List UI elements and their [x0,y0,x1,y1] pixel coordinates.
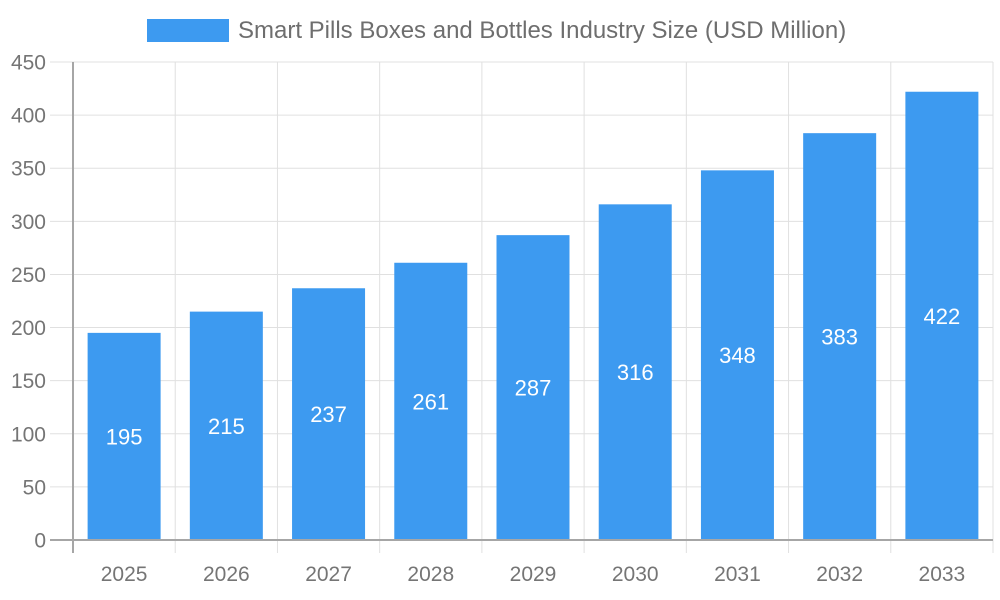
x-tick-label: 2031 [714,563,761,586]
y-tick-label: 100 [11,423,46,446]
bar-value-label: 195 [106,424,143,449]
x-tick-label: 2025 [101,563,148,586]
bar[interactable] [496,235,570,541]
y-tick-label: 350 [11,158,46,181]
bar-value-label: 383 [821,325,858,350]
y-tick-label: 400 [11,105,46,128]
x-tick-label: 2027 [305,563,352,586]
y-tick-label: 300 [11,211,46,234]
bar[interactable] [292,288,366,540]
bar[interactable] [803,133,877,540]
x-tick-label: 2026 [203,563,250,586]
y-tick-label: 50 [23,476,46,499]
y-tick-label: 250 [11,264,46,287]
x-tick-label: 2029 [510,563,557,586]
x-tick-label: 2033 [919,563,966,586]
bar[interactable] [905,91,979,541]
chart-title: Smart Pills Boxes and Bottles Industry S… [238,17,847,44]
bar[interactable] [394,262,468,540]
legend-swatch [147,19,229,42]
x-tick-label: 2032 [816,563,863,586]
y-tick-label: 450 [11,52,46,75]
bar-value-label: 287 [515,376,552,401]
bar-value-label: 422 [924,304,961,329]
y-tick-label: 200 [11,317,46,340]
bar-value-label: 348 [719,343,756,368]
y-tick-label: 150 [11,370,46,393]
bar-value-label: 261 [412,389,449,414]
bar-value-label: 316 [617,360,654,385]
y-tick-label: 0 [34,530,46,553]
x-tick-label: 2030 [612,563,659,586]
bar-value-label: 215 [208,414,245,439]
bar[interactable] [700,170,774,540]
bar[interactable] [598,204,672,541]
bar-value-label: 237 [310,402,347,427]
bar[interactable] [87,332,161,540]
chart-legend: Smart Pills Boxes and Bottles Industry S… [147,17,847,44]
bar[interactable] [189,311,263,540]
x-tick-label: 2028 [407,563,454,586]
